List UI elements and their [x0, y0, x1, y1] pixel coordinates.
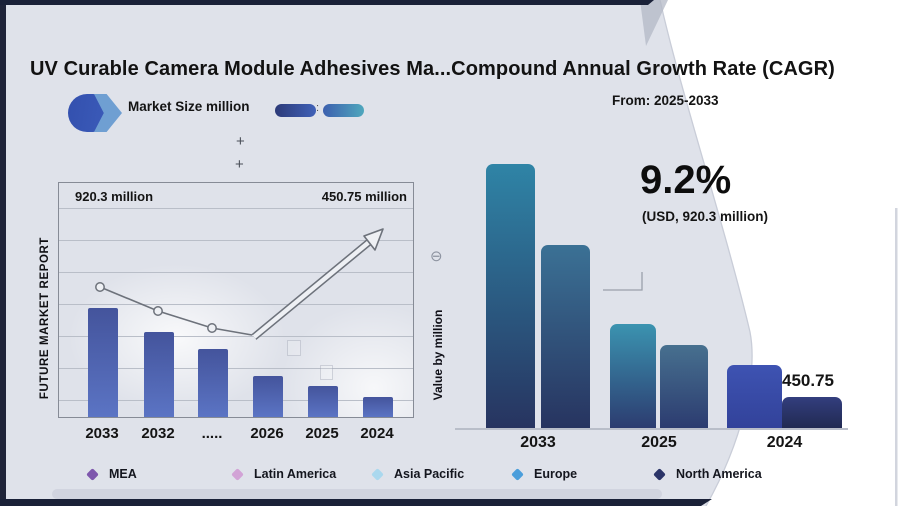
left-chart-panel: 920.3 million 450.75 million [58, 182, 414, 418]
circle-minus-decoration-icon: ⊖ [430, 248, 443, 265]
legend-item-mea: MEA [86, 465, 137, 483]
gridline [59, 368, 413, 369]
right-x-label: 2025 [641, 434, 677, 451]
market-size-cylinder-icon [68, 94, 122, 132]
document-watermark-icon [287, 340, 301, 356]
left-chart-end-value: 450.75 million [321, 189, 407, 204]
left-bar-2024 [363, 397, 393, 417]
left-x-label: 2024 [360, 425, 394, 442]
future-market-report-watermark: FUTURE MARKET REPORT [39, 236, 51, 400]
legend-label: Latin America [254, 467, 337, 481]
right-bar-2024-secondary [782, 397, 842, 428]
gradient-pill-blue-icon [275, 104, 316, 117]
legend-diamond-icon [653, 467, 666, 481]
legend-label: MEA [109, 467, 137, 481]
right-bar-2025-primary [610, 324, 656, 428]
legend-item-europe: Europe [511, 465, 578, 483]
report-range-label: From: 2025-2033 [612, 93, 719, 108]
gradient-pill-teal-icon [323, 104, 364, 117]
left-bar-2032 [144, 332, 174, 417]
plus-decoration-icon: + [235, 156, 244, 173]
legend-item-north-america: North America [653, 465, 762, 483]
right-bar-2033-primary [486, 164, 535, 428]
legend-label: North America [676, 467, 762, 481]
document-watermark-icon [320, 365, 333, 380]
left-x-label: 2033 [85, 425, 119, 442]
legend-item-asia-pacific: Asia Pacific [371, 465, 465, 483]
legend-label: Asia Pacific [394, 467, 465, 481]
left-x-label: 2032 [141, 425, 175, 442]
gridline [59, 400, 413, 401]
left-bar-2025 [308, 386, 338, 417]
region-legend: MEA Latin America Asia Pacific Europe North … [0, 465, 900, 485]
legend-label: Europe [534, 467, 578, 481]
gridline [59, 208, 413, 209]
gridline [59, 240, 413, 241]
right-chart-axis-line [455, 428, 848, 430]
legend-diamond-icon [231, 467, 244, 481]
legend-diamond-icon [511, 467, 524, 481]
value-axis-label: Value by million [431, 309, 445, 401]
right-x-label: 2024 [766, 434, 803, 451]
market-size-label: Market Size million [128, 99, 250, 114]
right-bar-2024-primary [727, 365, 782, 428]
cagr-value: 9.2% [640, 158, 732, 202]
left-x-label: ..... [201, 425, 223, 442]
plus-decoration-icon: + [236, 133, 245, 150]
left-chart-start-value: 920.3 million [75, 189, 154, 204]
left-x-label: 2025 [305, 425, 339, 442]
cagr-subtext: (USD, 920.3 million) [642, 209, 769, 224]
right-bar-2025-secondary [660, 345, 708, 428]
right-chart-annotation-450: 450.75 [782, 371, 834, 390]
left-bar-..... [198, 349, 228, 417]
legend-diamond-icon [371, 467, 384, 481]
gridline [59, 272, 413, 273]
page-title: UV Curable Camera Module Adhesives Ma...… [30, 58, 835, 80]
left-chart-x-axis: 2033 2032..... 2026 2025 2024 [58, 425, 414, 443]
legend-item-latin-america: Latin America [231, 465, 337, 483]
pill-separator: : [316, 102, 320, 114]
legend-diamond-icon [86, 467, 99, 481]
gridline [59, 336, 413, 337]
left-x-label: 2026 [250, 425, 284, 442]
left-bar-2026 [253, 376, 283, 417]
right-bar-2033-secondary [541, 245, 590, 428]
gridline [59, 304, 413, 305]
left-bar-2033 [88, 308, 118, 417]
right-x-label: 2033 [520, 434, 556, 451]
